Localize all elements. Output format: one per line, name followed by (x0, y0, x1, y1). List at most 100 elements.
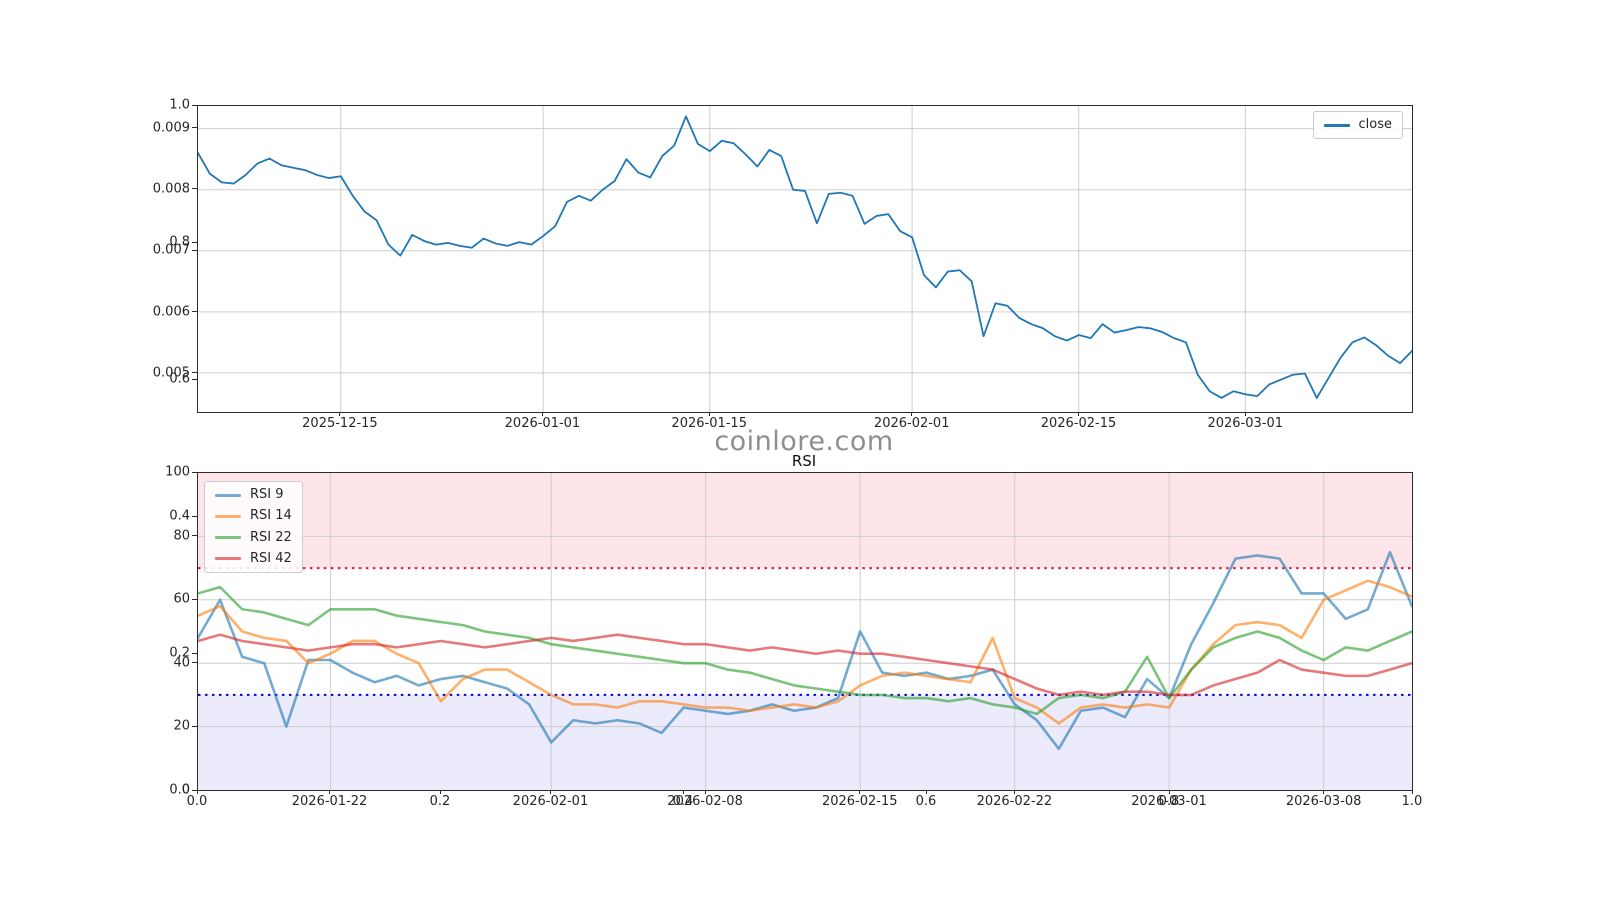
x-tick-label: 2026-03-08 (1285, 794, 1362, 809)
x-tick-mark (329, 790, 331, 794)
price-legend: close (1312, 111, 1403, 140)
x-tick-mark (1323, 790, 1325, 794)
figure-x-tick-label: 0.4 (672, 794, 694, 809)
x-tick-label: 2025-12-15 (302, 416, 378, 431)
figure-y-tick-label: 1.0 (169, 97, 190, 113)
x-tick-label: 2026-02-15 (1040, 416, 1117, 431)
y-tick-mark (192, 662, 197, 664)
y-tick-mark (192, 471, 197, 473)
legend-item-rsi-9: RSI 9 (215, 487, 292, 503)
figure-x-tick-label: 0.2 (429, 794, 451, 809)
x-tick-mark (339, 412, 341, 416)
rsi-chart-plot (197, 472, 1413, 791)
y-tick-mark (192, 311, 197, 312)
x-tick-label: 2026-01-22 (291, 794, 368, 809)
series-line-rsi-22 (198, 585, 1412, 716)
figure-y-tick-mark (192, 652, 197, 654)
legend-label: RSI 42 (250, 550, 292, 566)
x-tick-label: 2026-03-01 (1131, 794, 1207, 809)
x-tick-mark (708, 412, 710, 416)
x-tick-mark (911, 412, 913, 416)
y-tick-label: 0 (181, 782, 190, 798)
figure-y-tick-mark (192, 241, 197, 243)
watermark: coinlore.com (714, 426, 894, 457)
x-tick-label: 2026-01-01 (504, 416, 581, 431)
figure-x-tick-mark (439, 790, 441, 794)
y-tick-label: 0.007 (152, 242, 190, 258)
legend-item-rsi-14: RSI 14 (215, 508, 292, 524)
legend-item-close: close (1323, 117, 1392, 133)
oversold-band (198, 694, 1412, 790)
x-tick-mark (549, 790, 551, 794)
legend-label: RSI 9 (250, 487, 284, 502)
y-tick-label: 0.008 (152, 181, 190, 197)
legend-item-rsi-22: RSI 22 (215, 530, 292, 546)
price-svg (198, 106, 1412, 412)
figure-y-tick-mark (192, 789, 197, 791)
y-tick-label: 0.009 (152, 120, 190, 136)
legend-label: RSI 22 (250, 529, 292, 545)
legend-line-swatch (215, 514, 241, 518)
y-tick-mark (192, 725, 197, 727)
x-tick-label: 2026-02-01 (873, 416, 950, 431)
rsi-svg (198, 473, 1412, 790)
figure-x-tick-mark (196, 790, 198, 794)
x-tick-mark (704, 790, 706, 794)
x-tick-mark (859, 790, 861, 794)
y-tick-label: 0.005 (152, 365, 190, 381)
series-line-close (198, 115, 1412, 399)
figure-x-tick-mark (1168, 790, 1170, 794)
figure-y-tick-label: 0.8 (169, 234, 190, 250)
figure-x-tick-mark (682, 790, 684, 794)
legend-line-swatch (1323, 123, 1350, 127)
figure-y-tick-label: 0.4 (169, 508, 190, 524)
y-tick-mark (192, 188, 197, 190)
figure-x-tick-label: 0.8 (1158, 794, 1180, 809)
y-tick-label: 100 (165, 464, 190, 480)
legend-line-swatch (215, 493, 241, 497)
rsi-legend: RSI 9 RSI 14 RSI 22 RSI 42 (204, 481, 303, 573)
y-tick-label: 0.006 (152, 304, 190, 319)
y-tick-label: 80 (173, 528, 190, 544)
figure-y-tick-label: 0.2 (169, 645, 190, 661)
x-tick-label: 2026-01-15 (671, 416, 747, 431)
series-line-rsi-42 (198, 633, 1412, 697)
figure-x-tick-label: 0.0 (186, 794, 208, 809)
figure-x-tick-label: 1.0 (1401, 794, 1423, 809)
x-tick-mark (1013, 790, 1015, 794)
x-tick-label: 2026-02-01 (512, 794, 589, 809)
x-tick-label: 2026-03-01 (1207, 416, 1284, 431)
x-tick-label: 2026-02-08 (667, 794, 743, 809)
legend-line-swatch (215, 536, 241, 540)
rsi-chart-title: RSI (791, 452, 817, 470)
series-line-rsi-9 (198, 550, 1412, 751)
legend-line-swatch (215, 557, 241, 561)
y-tick-mark (192, 535, 197, 537)
series-line-rsi-14 (198, 579, 1412, 725)
price-chart-plot (197, 105, 1413, 413)
x-tick-label: 2026-02-15 (821, 794, 898, 809)
legend-label: RSI 14 (250, 508, 292, 524)
figure-y-tick-label: 0.6 (169, 371, 190, 387)
legend-label: close (1358, 117, 1392, 132)
figure-y-tick-mark (192, 515, 197, 517)
y-tick-mark (192, 249, 197, 251)
y-tick-mark (192, 127, 197, 129)
y-tick-mark (192, 598, 197, 600)
figure-x-tick-mark (1411, 790, 1413, 794)
y-tick-label: 60 (173, 591, 190, 607)
x-tick-mark (1077, 412, 1079, 416)
y-tick-label: 40 (173, 655, 190, 671)
x-tick-label: 2026-02-22 (976, 794, 1053, 809)
figure-x-tick-mark (925, 790, 927, 794)
y-tick-label: 20 (173, 718, 190, 734)
legend-item-rsi-42: RSI 42 (215, 551, 292, 567)
x-tick-mark (541, 412, 543, 416)
y-tick-mark (192, 372, 197, 374)
figure-x-tick-label: 0.6 (915, 794, 937, 809)
overbought-band (198, 473, 1412, 569)
figure-y-tick-mark (192, 378, 197, 380)
x-tick-mark (1244, 412, 1246, 416)
figure-y-tick-mark (192, 104, 197, 106)
